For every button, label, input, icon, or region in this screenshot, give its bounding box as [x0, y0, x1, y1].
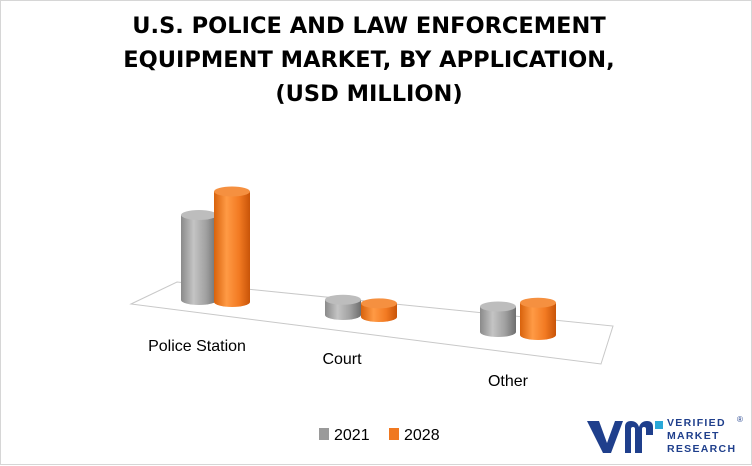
brand-logo-text: VERIFIED MARKET RESEARCH: [667, 417, 736, 456]
chart-legend: 2021 2028: [319, 427, 440, 444]
vmr-logo-icon: [587, 421, 663, 453]
chart-floor: [129, 281, 614, 365]
bar-body-police-station-2021: [181, 215, 217, 305]
bar-body-court-2028: [361, 303, 397, 322]
bar-top-police-station-2021: [181, 210, 217, 220]
category-label-other: Other: [488, 373, 529, 390]
bar-other-2028: [520, 297, 556, 340]
legend-swatch-2021: [319, 428, 329, 440]
bar-top-other-2021: [480, 301, 516, 312]
brand-logo-line-1: VERIFIED: [667, 417, 726, 429]
bar-court-2028: [361, 298, 397, 322]
brand-logo: VERIFIED MARKET RESEARCH ®: [585, 413, 747, 461]
bar-police-station-2028: [214, 186, 250, 307]
bar-body-police-station-2028: [214, 191, 250, 307]
bar-other-2021: [480, 301, 516, 337]
legend-label-2021: 2021: [334, 427, 370, 444]
legend-label-2028: 2028: [404, 427, 440, 444]
bar-top-police-station-2028: [214, 186, 250, 197]
category-label-court: Court: [322, 351, 362, 368]
bar-police-station-2021: [181, 210, 217, 305]
chart-title-line-2: EQUIPMENT MARKET, BY APPLICATION,: [123, 47, 615, 73]
chart-title: U.S. POLICE AND LAW ENFORCEMENT EQUIPMEN…: [1, 9, 737, 111]
brand-logo-line-2: MARKET: [667, 430, 720, 442]
chart-title-line-1: U.S. POLICE AND LAW ENFORCEMENT: [132, 13, 606, 39]
legend-swatch-2028: [389, 428, 399, 440]
bar-top-court-2028: [361, 298, 397, 309]
bar-court-2021: [325, 294, 361, 320]
chart-title-line-3: (USD MILLION): [275, 81, 463, 107]
bar-body-other-2021: [480, 306, 516, 337]
category-label-police-station: Police Station: [148, 338, 246, 355]
bar-body-other-2028: [520, 302, 556, 340]
bar-top-other-2028: [520, 297, 556, 308]
bar-body-court-2021: [325, 299, 361, 320]
chart-bars: [181, 186, 556, 340]
bar-top-court-2021: [325, 294, 361, 305]
brand-logo-line-3: RESEARCH: [667, 443, 737, 455]
registered-mark: ®: [737, 415, 743, 424]
